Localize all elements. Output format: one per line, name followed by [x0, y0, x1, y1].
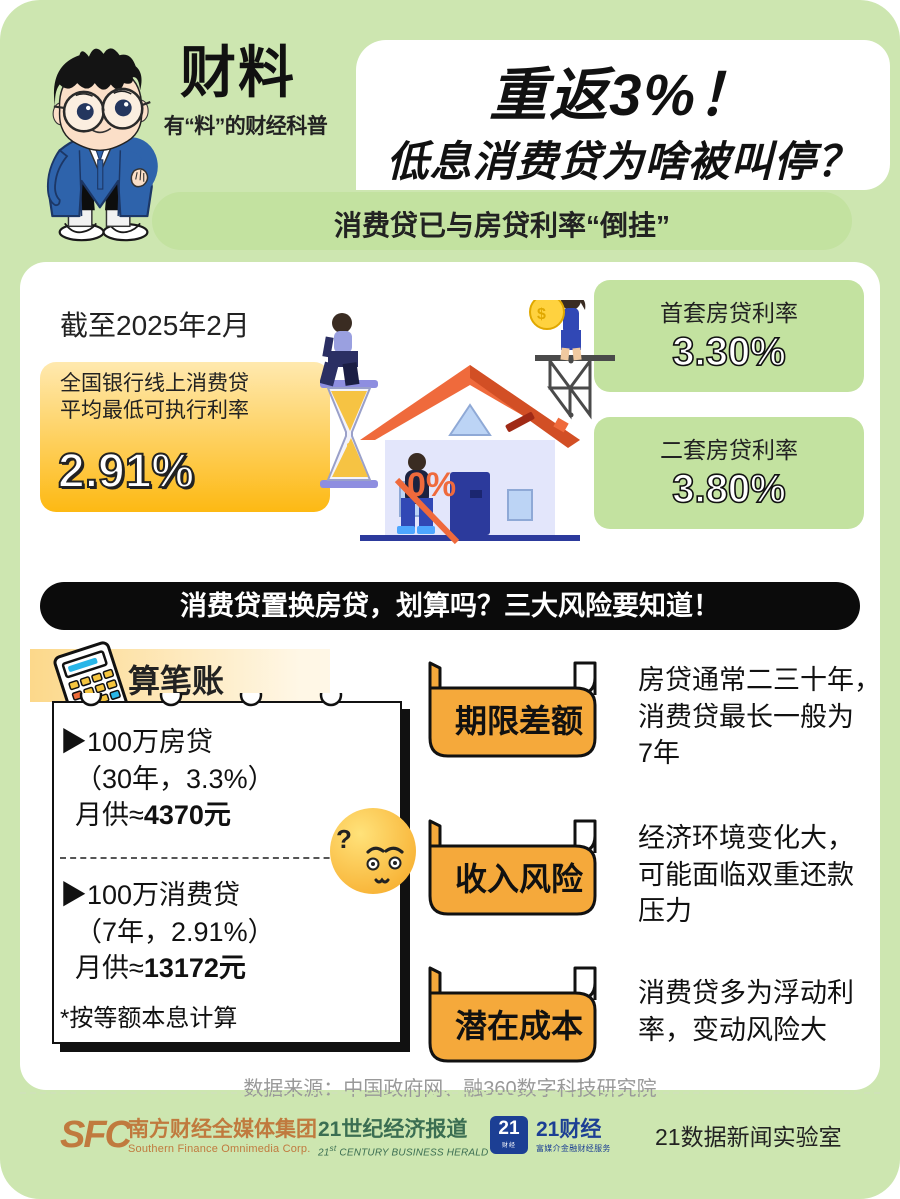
svg-text:?: ?	[336, 824, 352, 854]
svg-text:$: $	[537, 306, 546, 323]
